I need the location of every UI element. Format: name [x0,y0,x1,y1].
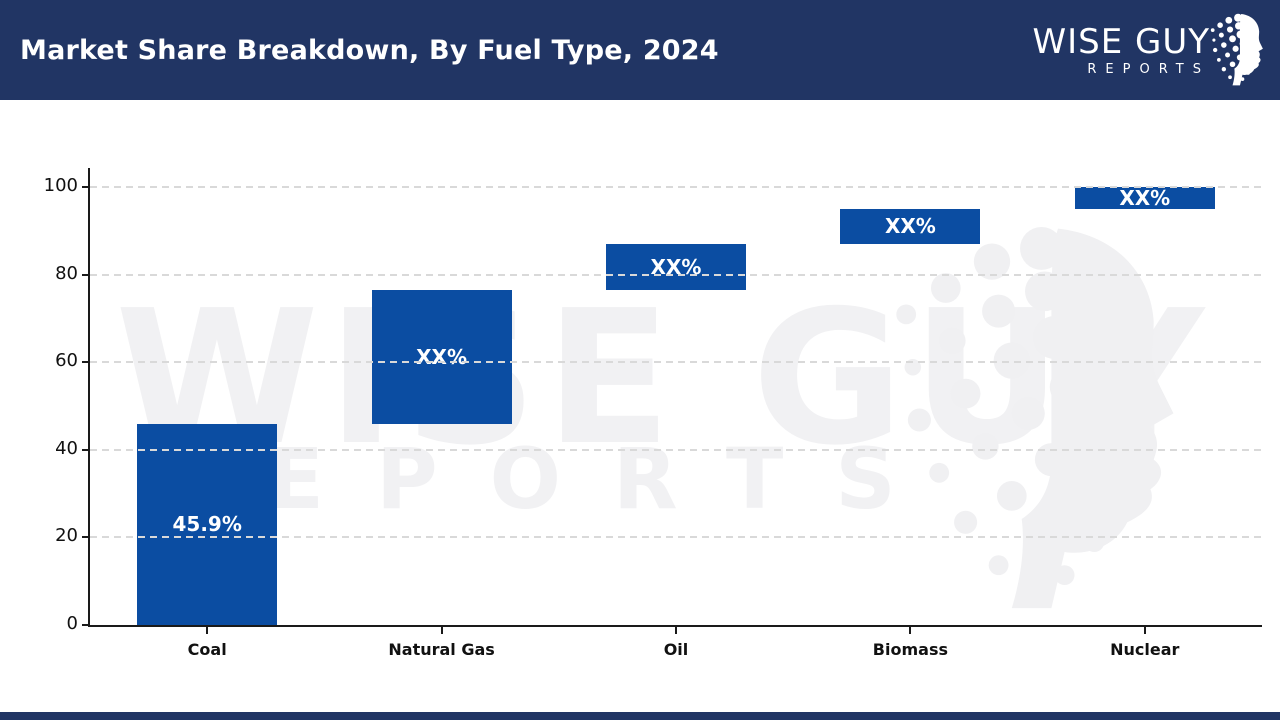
y-tick-label: 80 [55,262,78,284]
bar-nuclear: XX% [1074,185,1215,210]
header-bar: Market Share Breakdown, By Fuel Type, 20… [0,0,1280,100]
logo-wordmark: WISE GUY [1032,21,1210,62]
bar-natural-gas: XX% [371,289,512,424]
y-tick [82,536,90,539]
x-tick [1143,627,1146,634]
y-tick-label: 20 [55,525,78,547]
logo-subtext: REPORTS [1087,61,1210,77]
x-tick-label-biomass: Biomass [872,640,948,659]
y-tick [82,448,90,451]
gridline-40 [90,448,1262,451]
bar-oil: XX% [606,243,746,290]
x-tick-label-oil: Oil [663,640,689,659]
x-tick [440,627,443,634]
bar-value-label: XX% [1119,185,1171,210]
x-tick-label-nuclear: Nuclear [1110,640,1180,659]
y-tick [82,624,90,626]
y-tick [82,361,90,364]
y-tick [82,186,90,188]
x-tick-label-coal: Coal [187,640,227,659]
gridline-20 [90,536,1262,539]
y-tick [82,273,90,276]
x-tick [909,627,912,634]
bar-coal: 45.9% [137,423,278,625]
y-tick-label: 0 [66,613,78,634]
footer-bar [0,712,1280,720]
gridline-60 [90,361,1262,364]
bar-value-label: 45.9% [172,512,242,537]
x-tick [206,627,209,634]
page-title: Market Share Breakdown, By Fuel Type, 20… [20,34,719,66]
y-tick-label: 100 [43,175,78,196]
bar-value-label: XX% [884,214,936,239]
x-tick-label-natural-gas: Natural Gas [388,640,495,659]
gridline-80 [90,273,1262,276]
x-tick [675,627,677,634]
gridline-100 [90,186,1262,188]
brand-logo: WISE GUY REPORTS [1032,8,1280,92]
bar-value-label: XX% [416,344,468,369]
y-tick-label: 60 [55,350,78,372]
y-axis-line [88,168,90,627]
bar-biomass: XX% [840,208,981,244]
x-axis-line [88,625,1262,627]
y-tick-label: 40 [55,437,78,459]
